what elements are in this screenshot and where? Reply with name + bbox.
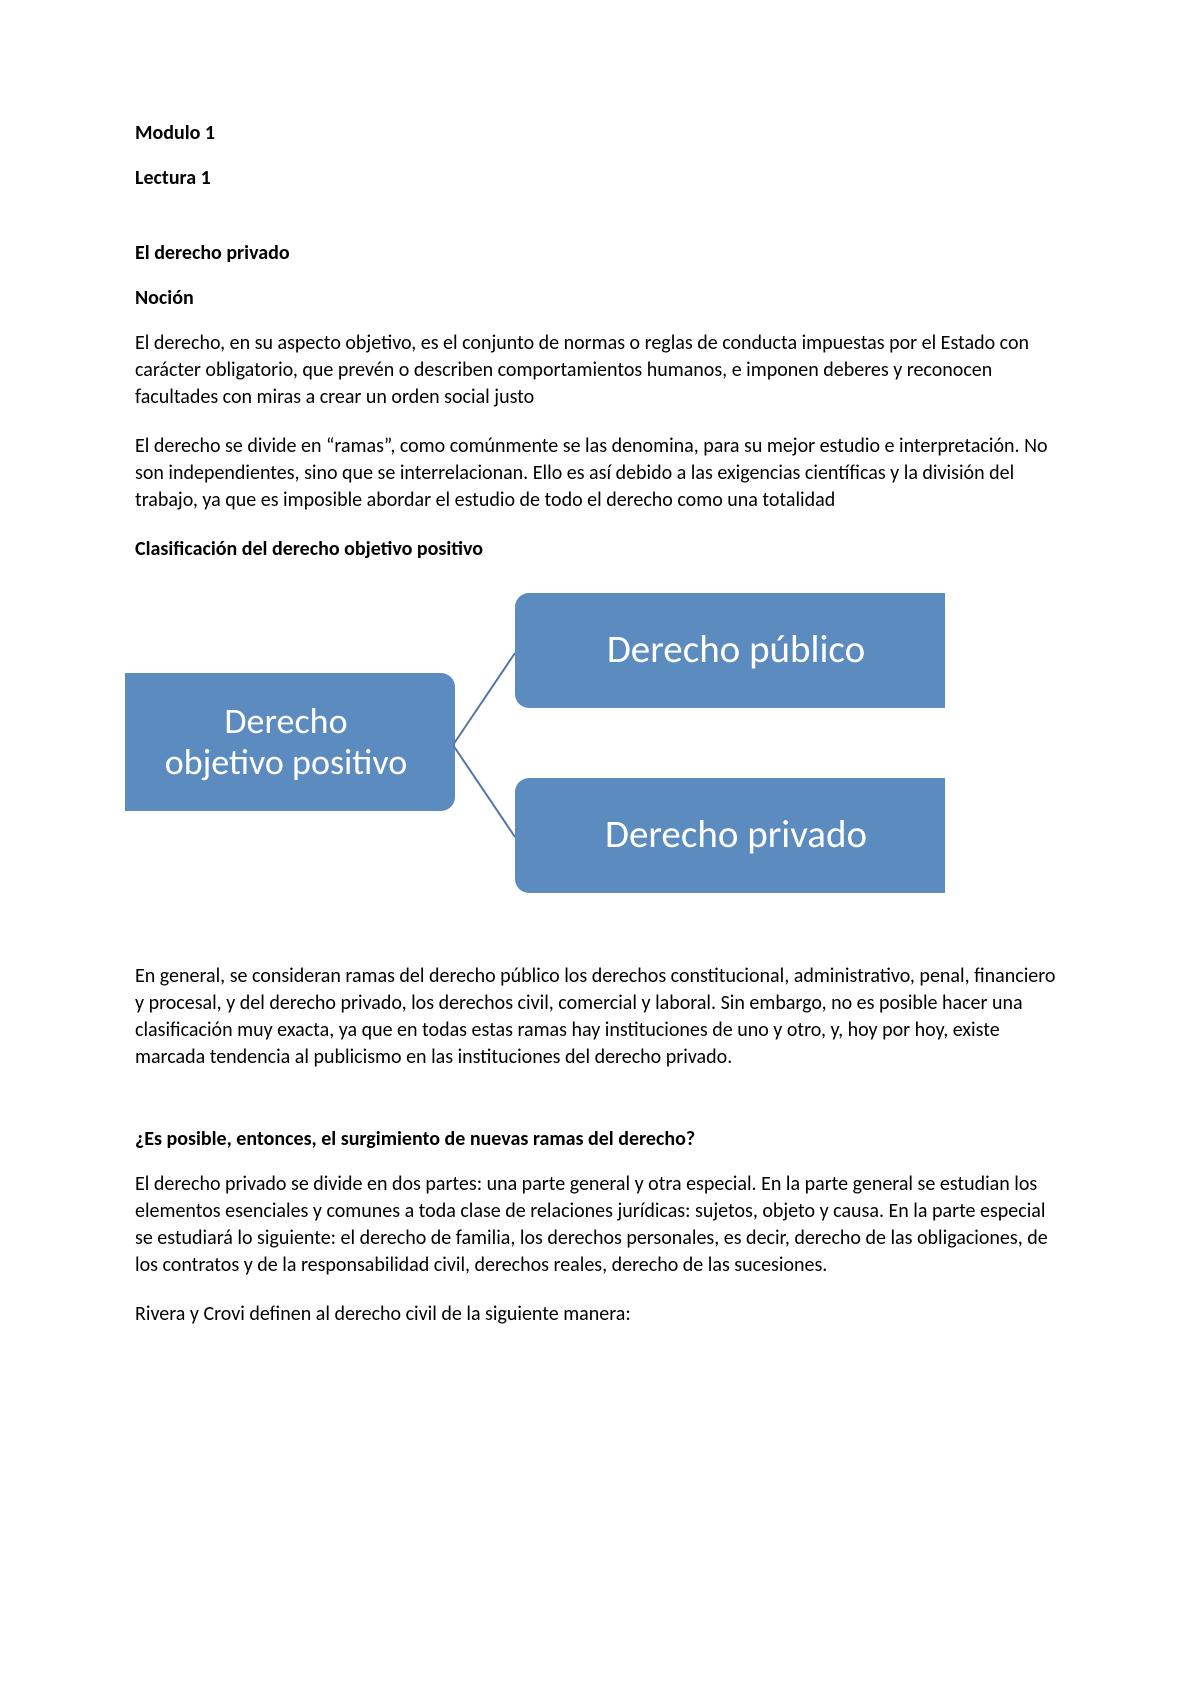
diagram-root-box: Derecho objetivo positivo xyxy=(125,673,455,811)
diagram-root-line1: Derecho xyxy=(224,699,347,743)
diagram-root-label: Derecho objetivo positivo xyxy=(165,701,408,784)
diagram-child1-label: Derecho público xyxy=(607,624,865,677)
section3-p1: En general, se consideran ramas del dere… xyxy=(135,963,1065,1071)
classification-diagram: Derecho objetivo positivo Derecho públic… xyxy=(135,593,1065,923)
diagram-child1-box: Derecho público xyxy=(515,593,945,708)
diagram-connector xyxy=(453,645,523,845)
section1-title: El derecho privado xyxy=(135,240,1065,267)
section4-p1: El derecho privado se divide en dos part… xyxy=(135,1171,1065,1279)
document-page: Modulo 1 Lectura 1 El derecho privado No… xyxy=(0,0,1200,1328)
section2-title: Clasificación del derecho objetivo posit… xyxy=(135,536,1065,563)
diagram-child2-box: Derecho privado xyxy=(515,778,945,893)
diagram-child2-label: Derecho privado xyxy=(605,809,867,862)
section4-title: ¿Es posible, entonces, el surgimiento de… xyxy=(135,1126,1065,1153)
lectura-heading: Lectura 1 xyxy=(135,165,1065,192)
diagram-root-line2: objetivo positivo xyxy=(165,740,408,784)
modulo-heading: Modulo 1 xyxy=(135,120,1065,147)
section1-p1: El derecho, en su aspecto objetivo, es e… xyxy=(135,330,1065,411)
section1-subtitle: Noción xyxy=(135,285,1065,312)
section1-p2: El derecho se divide en “ramas”, como co… xyxy=(135,433,1065,514)
section4-p2: Rivera y Crovi definen al derecho civil … xyxy=(135,1301,1065,1328)
